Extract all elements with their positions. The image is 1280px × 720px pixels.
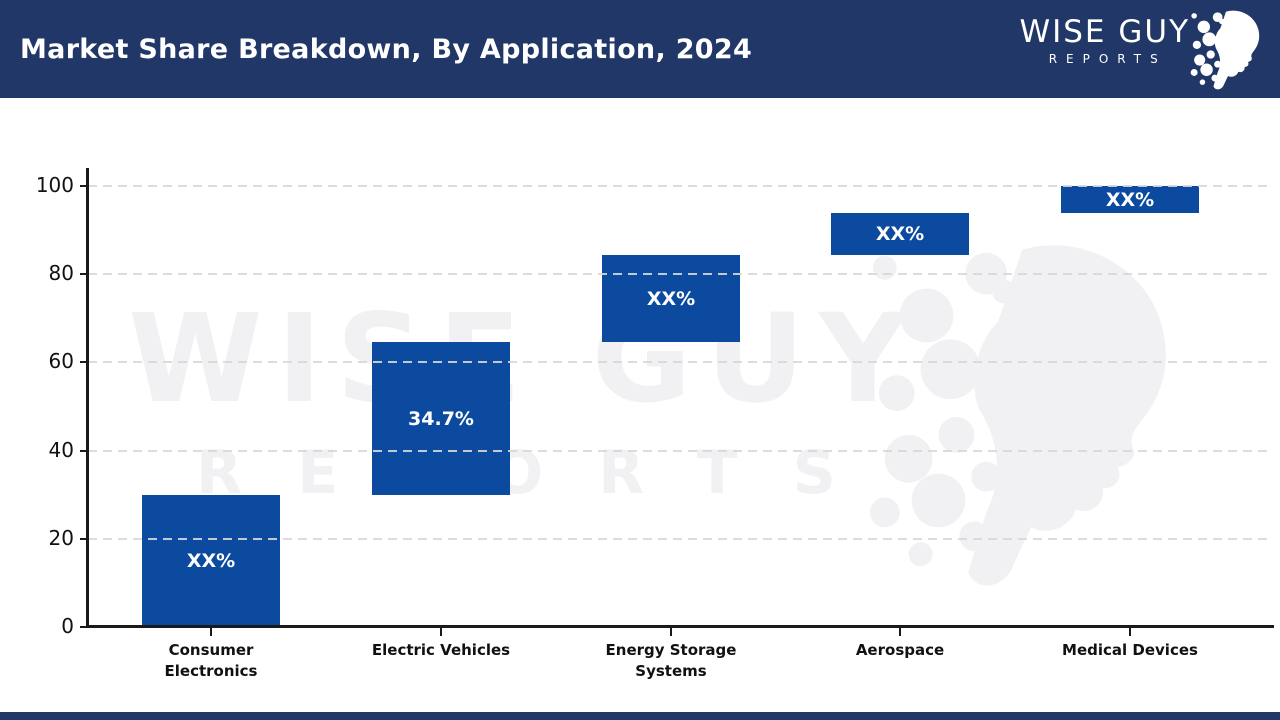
header-banner: Market Share Breakdown, By Application, … [0,0,1280,98]
gridline [88,185,1272,187]
x-tick-mark [899,628,901,636]
bar-value-label: XX% [186,550,236,573]
y-tick-label: 60 [48,349,74,374]
gridline [88,361,1272,364]
logo-wordmark: WISE GUY [1019,14,1190,50]
x-tick-mark [210,628,212,636]
bar: XX% [1061,186,1199,214]
x-tick-mark [440,628,442,636]
y-tick-mark [80,361,87,364]
y-tick-label: 20 [48,525,74,550]
logo-text: WISE GUY REPORTS [1019,14,1190,66]
y-tick-label: 40 [48,437,74,462]
gridline [88,449,1272,452]
logo-head-icon [1190,10,1260,90]
page-title: Market Share Breakdown, By Application, … [20,33,753,65]
wise-guy-logo: WISE GUY REPORTS [1018,0,1268,98]
x-category-label: Energy Storage Systems [605,641,737,680]
bar: XX% [602,255,740,343]
watermark-wise-guy: WISE GUY [128,288,922,430]
y-axis-line [86,168,89,628]
x-category-label: Consumer Electronics [164,641,258,680]
bar: XX% [831,213,969,256]
x-category-label: Electric Vehicles [371,641,511,659]
bar-value-label: XX% [1105,188,1155,211]
y-tick-mark [80,273,87,276]
x-category-label: Aerospace [855,641,945,659]
bar: XX% [142,495,280,627]
y-tick-label: 100 [35,173,74,197]
x-tick-mark [670,628,672,636]
x-tick-mark [1129,628,1131,636]
y-tick-mark [80,626,87,628]
y-tick-mark [80,185,87,187]
x-axis-line [86,625,1274,628]
bar-value-label: XX% [875,223,925,246]
logo-subtitle: REPORTS [1048,52,1167,66]
y-tick-label: 80 [48,261,74,286]
y-tick-label: 0 [61,614,74,638]
gridline [88,273,1272,276]
x-category-label: Medical Devices [1062,641,1198,659]
y-tick-mark [80,537,87,540]
watermark-head-icon [869,245,1166,586]
y-tick-mark [80,449,87,452]
bar-value-label: 34.7% [408,407,474,430]
bar: 34.7% [372,342,510,496]
gridline [88,537,1272,540]
watermark-reports: REPORTS [196,438,891,508]
footer-bar [0,712,1280,720]
bar-value-label: XX% [646,287,696,310]
